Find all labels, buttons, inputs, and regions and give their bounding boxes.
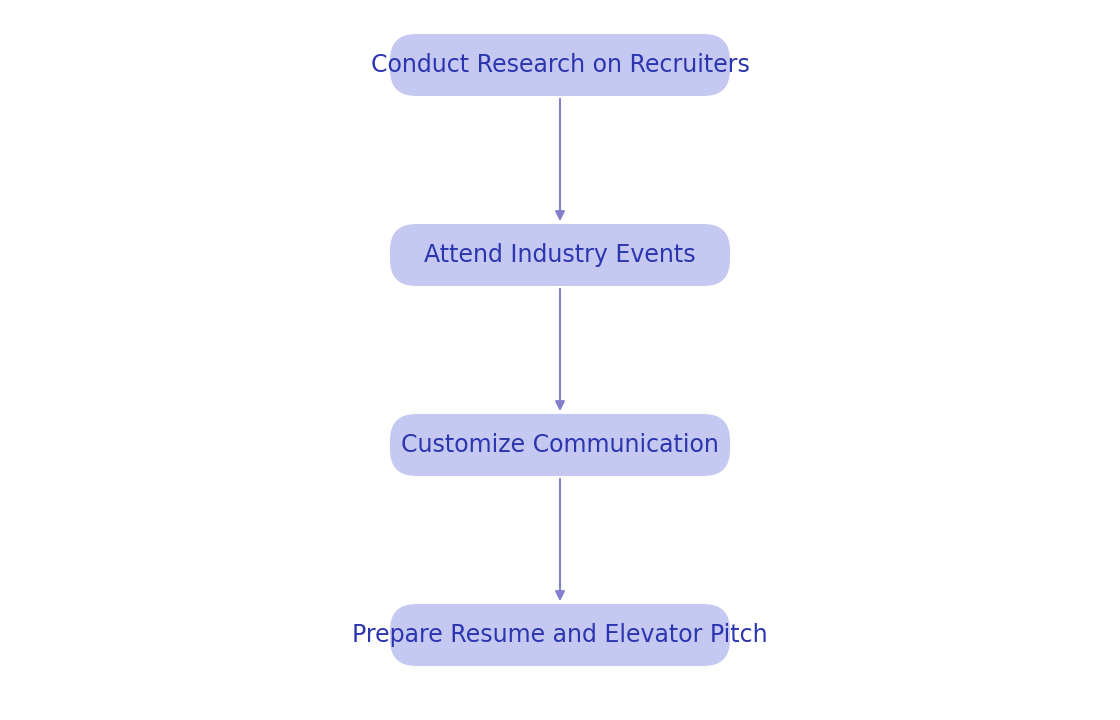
Text: Attend Industry Events: Attend Industry Events [424,243,696,267]
Text: Prepare Resume and Elevator Pitch: Prepare Resume and Elevator Pitch [352,623,768,647]
FancyBboxPatch shape [390,604,730,666]
FancyBboxPatch shape [390,224,730,286]
FancyBboxPatch shape [390,414,730,476]
Text: Customize Communication: Customize Communication [401,433,719,457]
Text: Conduct Research on Recruiters: Conduct Research on Recruiters [371,53,749,77]
FancyBboxPatch shape [390,34,730,96]
